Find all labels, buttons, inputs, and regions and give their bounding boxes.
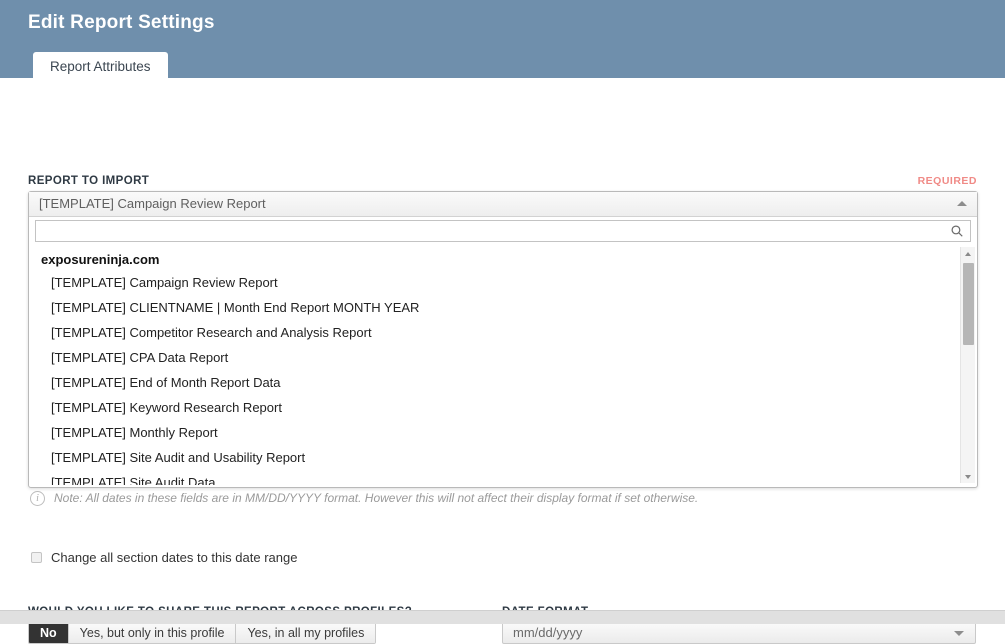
footer-bar xyxy=(0,611,1005,624)
required-badge: REQUIRED xyxy=(917,175,977,187)
page-title: Edit Report Settings xyxy=(28,12,215,33)
report-to-import-select[interactable]: [TEMPLATE] Campaign Review Report exposu… xyxy=(28,191,978,488)
scrollbar-thumb[interactable] xyxy=(963,263,974,345)
options-scrollbar[interactable] xyxy=(960,247,975,483)
list-item[interactable]: [TEMPLATE] Competitor Research and Analy… xyxy=(51,325,372,340)
option-group-header: exposureninja.com xyxy=(41,252,160,267)
list-item[interactable]: [TEMPLATE] Monthly Report xyxy=(51,425,218,440)
chevron-down-icon xyxy=(954,631,964,636)
select-options-list: exposureninja.com [TEMPLATE] Campaign Re… xyxy=(29,245,951,485)
list-item[interactable]: [TEMPLATE] Site Audit and Usability Repo… xyxy=(51,450,306,465)
scroll-down-arrow-icon[interactable] xyxy=(961,470,976,483)
select-value-row[interactable]: [TEMPLATE] Campaign Review Report xyxy=(29,192,977,217)
list-item[interactable]: [TEMPLATE] End of Month Report Data xyxy=(51,375,281,390)
note-text: Note: All dates in these fields are in M… xyxy=(54,491,699,505)
list-item[interactable]: [TEMPLATE] Site Audit Data xyxy=(51,475,216,485)
list-item[interactable]: [TEMPLATE] CPA Data Report xyxy=(51,350,229,365)
select-search-row xyxy=(29,217,977,245)
date-format-select[interactable]: mm/dd/yyyy xyxy=(502,621,976,644)
select-selected-value: [TEMPLATE] Campaign Review Report xyxy=(39,196,266,211)
list-item[interactable]: [TEMPLATE] Keyword Research Report xyxy=(51,400,282,415)
change-section-dates-checkbox[interactable] xyxy=(31,552,42,563)
form-body: REPORT TO IMPORT REQUIRED [TEMPLATE] Cam… xyxy=(0,78,1005,644)
share-option-all-profiles[interactable]: Yes, in all my profiles xyxy=(236,622,376,643)
tab-strip: Report Attributes xyxy=(33,52,168,80)
report-to-import-label: REPORT TO IMPORT xyxy=(28,175,150,187)
date-format-value: mm/dd/yyyy xyxy=(513,625,583,640)
select-search-box[interactable] xyxy=(35,220,971,242)
share-option-this-profile[interactable]: Yes, but only in this profile xyxy=(68,622,237,643)
select-options-area: exposureninja.com [TEMPLATE] Campaign Re… xyxy=(29,245,977,485)
scroll-up-arrow-icon[interactable] xyxy=(961,247,976,260)
page-header: Edit Report Settings Report Attributes xyxy=(0,0,1005,80)
search-icon xyxy=(950,224,964,238)
tab-report-attributes[interactable]: Report Attributes xyxy=(33,52,168,80)
chevron-up-icon xyxy=(957,201,967,206)
share-across-profiles-toggle[interactable]: No Yes, but only in this profile Yes, in… xyxy=(28,621,377,644)
list-item[interactable]: [TEMPLATE] Campaign Review Report xyxy=(51,275,278,290)
footer-divider xyxy=(0,610,1005,611)
select-search-input[interactable] xyxy=(36,221,970,241)
list-item[interactable]: [TEMPLATE] CLIENTNAME | Month End Report… xyxy=(51,300,420,315)
info-icon: i xyxy=(30,491,45,506)
share-option-no[interactable]: No xyxy=(29,622,69,643)
change-section-dates-label: Change all section dates to this date ra… xyxy=(51,550,298,565)
